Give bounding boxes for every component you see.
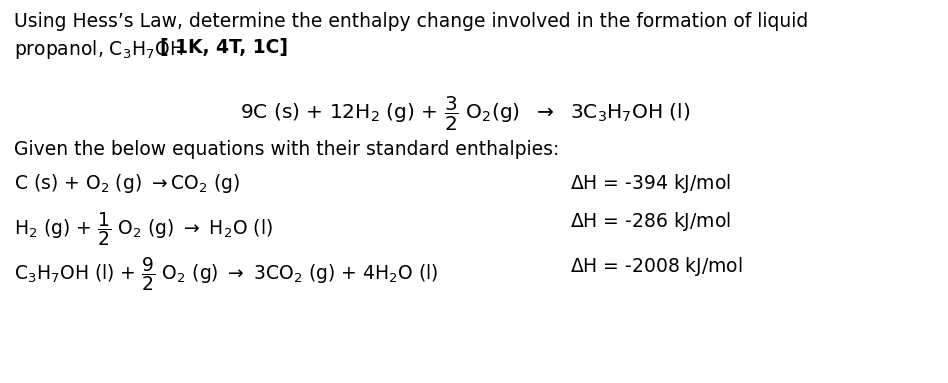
Text: Given the below equations with their standard enthalpies:: Given the below equations with their sta… [14, 140, 559, 159]
Text: propanol, C$_3$H$_7$OH: propanol, C$_3$H$_7$OH [14, 38, 183, 61]
Text: [ 1K, 4T, 1C]: [ 1K, 4T, 1C] [160, 38, 288, 57]
Text: $\Delta$H = -286 kJ/mol: $\Delta$H = -286 kJ/mol [570, 210, 731, 233]
Text: Using Hess’s Law, determine the enthalpy change involved in the formation of liq: Using Hess’s Law, determine the enthalpy… [14, 12, 809, 31]
Text: $\Delta$H = -394 kJ/mol: $\Delta$H = -394 kJ/mol [570, 172, 731, 195]
Text: $\Delta$H = -2008 kJ/mol: $\Delta$H = -2008 kJ/mol [570, 255, 743, 278]
Text: H$_2$ (g) + $\dfrac{1}{2}$ O$_2$ (g) $\rightarrow$ H$_2$O (l): H$_2$ (g) + $\dfrac{1}{2}$ O$_2$ (g) $\r… [14, 210, 273, 248]
Text: 9C (s) + 12H$_2$ (g) + $\dfrac{3}{2}$ O$_2$(g)  $\rightarrow$  3C$_3$H$_7$OH (l): 9C (s) + 12H$_2$ (g) + $\dfrac{3}{2}$ O$… [240, 95, 690, 133]
Text: C$_3$H$_7$OH (l) + $\dfrac{9}{2}$ O$_2$ (g) $\rightarrow$ 3CO$_2$ (g) + 4H$_2$O : C$_3$H$_7$OH (l) + $\dfrac{9}{2}$ O$_2$ … [14, 255, 438, 293]
Text: C (s) + O$_2$ (g) $\rightarrow$CO$_2$ (g): C (s) + O$_2$ (g) $\rightarrow$CO$_2$ (g… [14, 172, 240, 195]
